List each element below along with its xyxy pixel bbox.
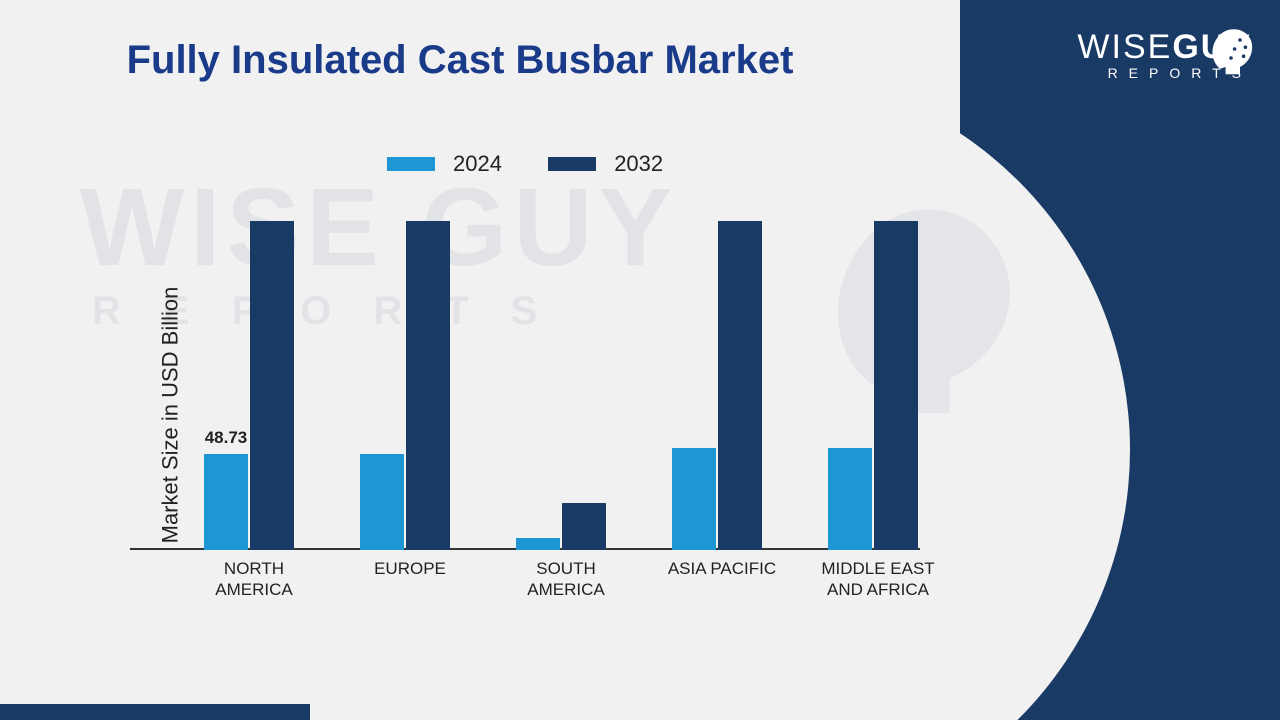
legend: 2024 2032	[90, 150, 920, 177]
footer-accent-bar	[0, 704, 310, 720]
bar-2032	[406, 221, 450, 550]
plot-area: 48.73NORTH AMERICAEUROPESOUTH AMERICAASI…	[130, 198, 920, 550]
legend-swatch-2032	[548, 157, 596, 171]
bar-2032	[250, 221, 294, 550]
logo-word-1: WISE	[1077, 28, 1172, 66]
bar-2024	[828, 448, 872, 550]
bar-2024	[672, 448, 716, 550]
category-label: MIDDLE EAST AND AFRICA	[808, 558, 948, 601]
page-title: Fully Insulated Cast Busbar Market	[0, 38, 920, 83]
bar-2032	[874, 221, 918, 550]
bar-2024	[204, 454, 248, 550]
infographic-page: WISEGUY REPORTS Fully Insulated Cast Bus…	[0, 0, 1280, 720]
category-label: NORTH AMERICA	[184, 558, 324, 601]
bar-2024	[516, 538, 560, 550]
bar-2032	[718, 221, 762, 550]
brand-logo: WISEGUY REPORTS	[1077, 28, 1252, 81]
bar-2024	[360, 454, 404, 550]
category-label: EUROPE	[340, 558, 480, 579]
bar-2032	[562, 503, 606, 550]
category-label: SOUTH AMERICA	[496, 558, 636, 601]
legend-label-2024: 2024	[453, 151, 502, 177]
bar-chart: Market Size in USD Billion 2024 2032 48.…	[90, 150, 920, 680]
legend-label-2032: 2032	[614, 151, 663, 177]
category-label: ASIA PACIFIC	[652, 558, 792, 579]
head-icon	[1204, 22, 1258, 76]
legend-swatch-2024	[387, 157, 435, 171]
